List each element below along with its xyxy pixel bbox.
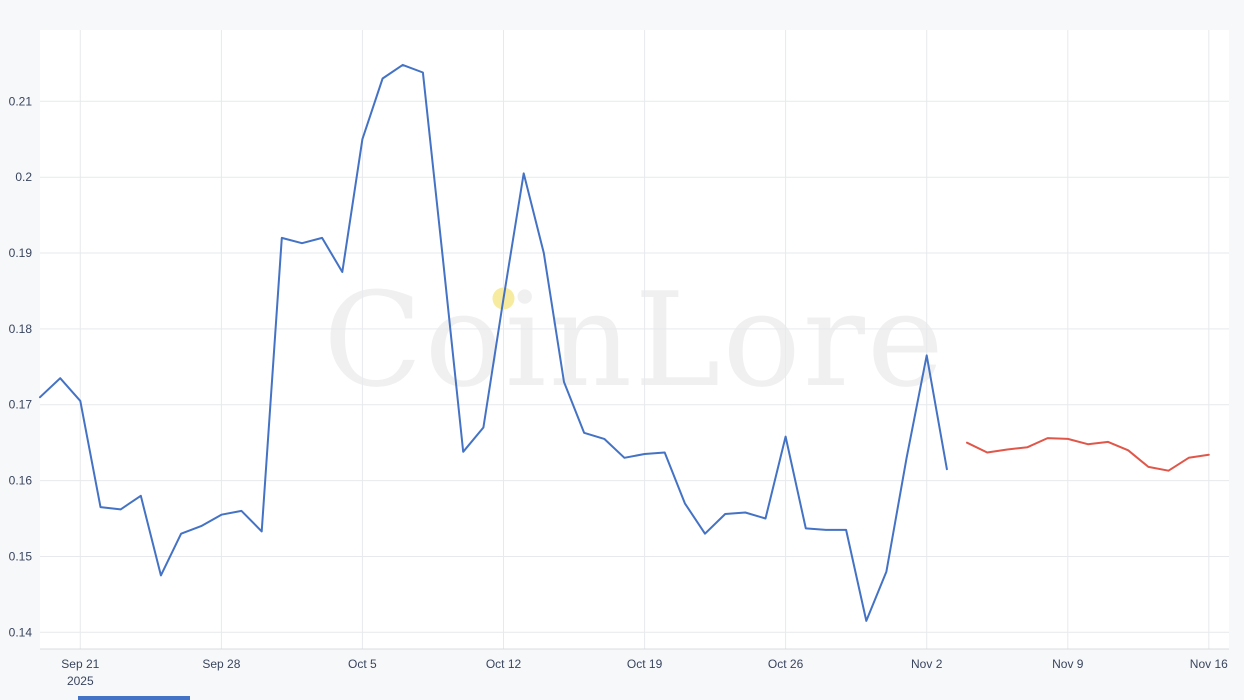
- x-axis-year-label: 2025: [67, 674, 94, 688]
- price-history-line[interactable]: [39, 63, 948, 622]
- y-axis-label: 0.17: [9, 398, 33, 412]
- x-axis-label: Sep 21: [61, 657, 99, 671]
- y-axis-label: 0.19: [9, 246, 33, 260]
- plot-area: [40, 30, 1229, 649]
- y-axis-label: 0.2: [15, 170, 32, 184]
- y-axis-label: 0.16: [9, 474, 33, 488]
- x-axis-label: Sep 28: [202, 657, 240, 671]
- y-axis-label: 0.18: [9, 322, 33, 336]
- x-axis-label: Nov 16: [1190, 657, 1228, 671]
- bottom-scrollbar-fragment[interactable]: [78, 696, 190, 700]
- y-axis-label: 0.14: [9, 625, 33, 639]
- y-axis-label: 0.15: [9, 550, 33, 564]
- x-axis-label: Oct 26: [768, 657, 804, 671]
- x-axis-label: Nov 2: [911, 657, 943, 671]
- x-axis-label: Oct 19: [627, 657, 663, 671]
- x-axis-label: Nov 9: [1052, 657, 1084, 671]
- y-axis-label: 0.21: [9, 94, 33, 108]
- forecast-line[interactable]: [966, 437, 1210, 472]
- x-axis-label: Oct 12: [486, 657, 522, 671]
- x-axis-label: Oct 5: [348, 657, 377, 671]
